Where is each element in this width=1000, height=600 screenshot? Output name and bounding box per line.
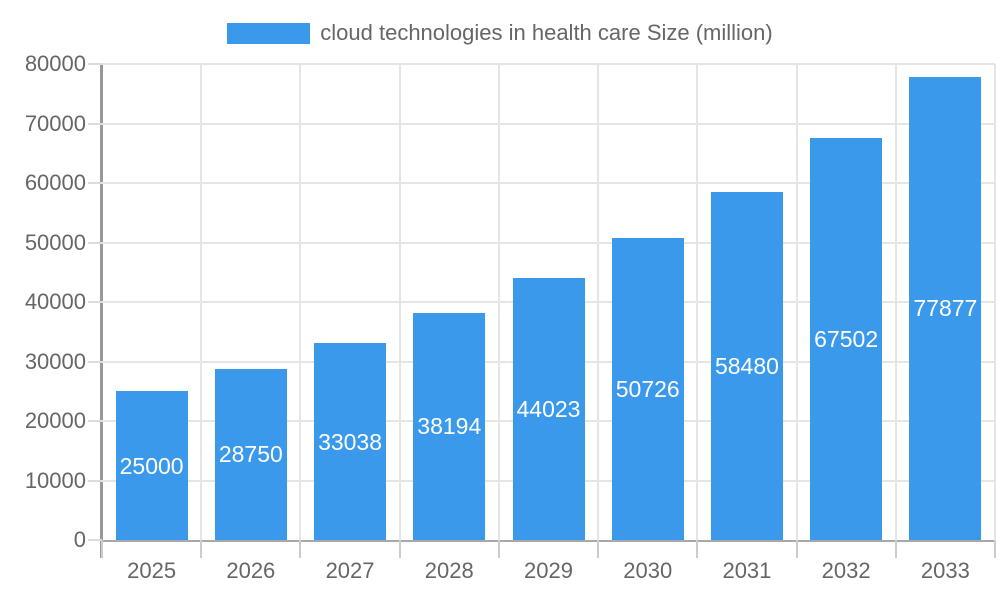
x-gridline [200, 64, 203, 540]
y-axis-tick-label: 80000 [24, 51, 86, 76]
y-axis-tick-label: 50000 [24, 229, 86, 255]
y-axis-tick-label: 30000 [24, 348, 86, 374]
plot-area: 25000 28750 33038 38194 44023 50726 58480 67502… [100, 63, 996, 558]
legend[interactable]: cloud technologies in health care Size (… [0, 20, 1000, 46]
bar-2027[interactable]: 33038 [314, 343, 387, 540]
bar-value-label: 77877 [913, 295, 978, 322]
x-gridline [795, 64, 798, 540]
x-axis-tick-label: 2033 [920, 558, 970, 583]
legend-label: cloud technologies in health care Size (… [320, 20, 773, 45]
bar-2030[interactable]: 50726 [611, 238, 684, 540]
y-tick [88, 182, 102, 184]
x-gridline [597, 64, 600, 540]
x-axis-tick-label: 2028 [424, 558, 474, 583]
y-tick [88, 241, 102, 244]
y-tick [88, 360, 102, 363]
x-axis-line [102, 540, 995, 542]
x-gridline [398, 64, 401, 540]
x-axis-tick-label: 2025 [127, 558, 177, 583]
legend-swatch [227, 22, 311, 44]
bar-value-label: 67502 [814, 326, 879, 353]
y-tick [88, 479, 102, 482]
x-gridline [994, 64, 996, 540]
x-axis-tick-label: 2031 [722, 558, 772, 583]
x-tick [696, 540, 699, 558]
bar-2032[interactable]: 67502 [810, 138, 883, 540]
y-axis-line [100, 64, 103, 558]
y-axis-tick-label: 20000 [24, 408, 86, 433]
x-tick [299, 540, 302, 558]
y-gridline [102, 182, 995, 184]
x-tick [200, 540, 203, 558]
x-axis-tick-label: 2027 [325, 558, 375, 583]
y-tick [88, 420, 102, 422]
x-tick [398, 540, 401, 558]
y-tick [88, 301, 102, 303]
x-axis-tick-label: 2026 [226, 558, 276, 583]
bar-2029[interactable]: 44023 [512, 278, 585, 540]
bar-value-label: 33038 [318, 428, 383, 455]
x-axis-tick-label: 2029 [524, 558, 573, 583]
bar-value-label: 44023 [516, 396, 581, 423]
y-tick [88, 122, 102, 125]
y-axis-tick-label: 10000 [24, 467, 86, 493]
bar-value-label: 38194 [417, 413, 482, 440]
x-tick [894, 540, 897, 558]
y-gridline [102, 122, 995, 125]
y-axis-tick-label: 40000 [24, 289, 86, 314]
bar-2028[interactable]: 38194 [413, 312, 486, 540]
x-tick [597, 540, 600, 558]
bar-value-label: 58480 [714, 353, 779, 380]
y-axis-tick-label: 60000 [24, 170, 86, 195]
bar-value-label: 25000 [119, 452, 184, 479]
y-axis-tick-label: 0 [73, 527, 86, 552]
x-axis-tick-label: 2030 [623, 558, 673, 583]
y-gridline [102, 63, 995, 65]
bar-2025[interactable]: 25000 [115, 391, 188, 540]
y-gridline [102, 241, 995, 244]
x-tick [497, 540, 500, 558]
x-tick [795, 540, 798, 558]
x-axis-tick-label: 2032 [821, 558, 871, 583]
bar-2026[interactable]: 28750 [214, 368, 287, 540]
x-gridline [696, 64, 699, 540]
y-tick [88, 539, 102, 541]
x-tick [994, 540, 996, 558]
x-tick [101, 540, 103, 558]
y-axis-tick-label: 70000 [24, 110, 86, 136]
bar-value-label: 28750 [218, 441, 283, 468]
bar-2031[interactable]: 58480 [710, 192, 783, 540]
bar-value-label: 50726 [615, 376, 680, 403]
x-gridline [299, 64, 302, 540]
y-tick [88, 63, 102, 65]
bar-2033[interactable]: 77877 [909, 76, 982, 540]
x-gridline [497, 64, 500, 540]
x-gridline [894, 64, 897, 540]
